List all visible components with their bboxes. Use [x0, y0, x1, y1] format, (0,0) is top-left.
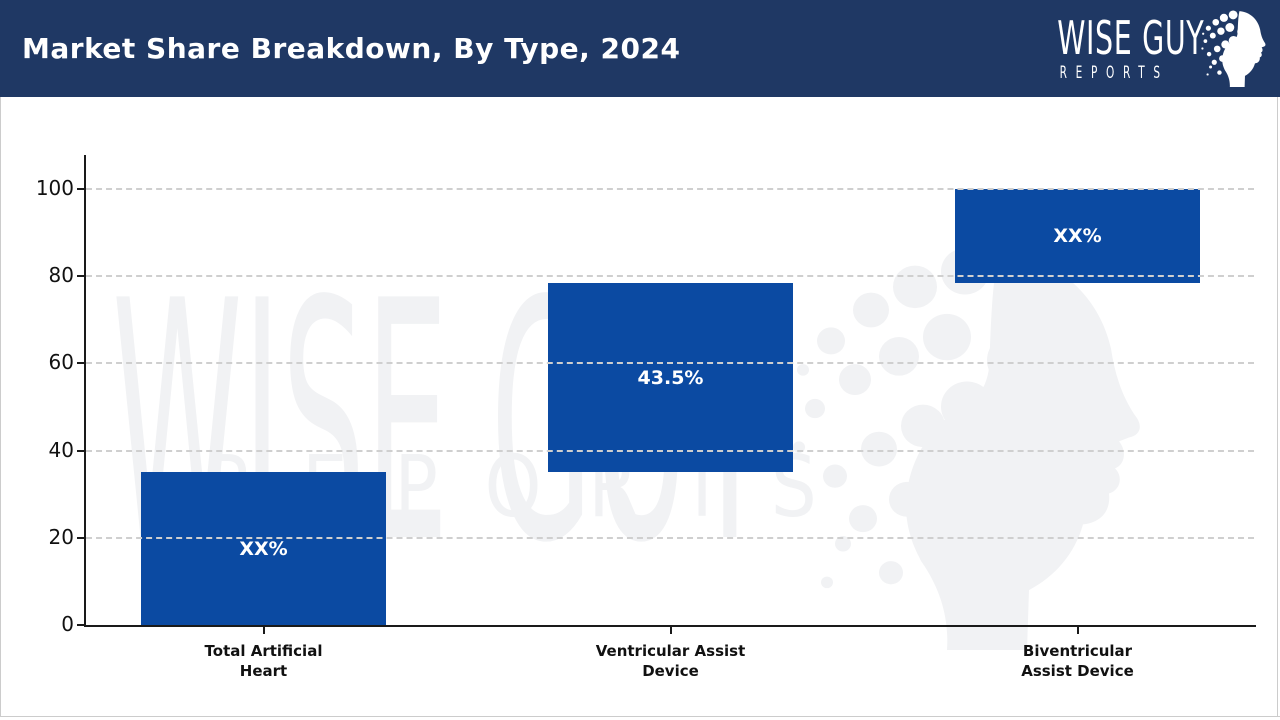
- y-tick-label: 80: [48, 263, 74, 288]
- bar-value-label: XX%: [239, 537, 288, 560]
- x-axis-line: [84, 625, 1256, 627]
- watermark-dotted-head-icon: [775, 225, 1175, 650]
- x-tick-label: Ventricular Assist Device: [595, 642, 746, 680]
- logo-wordmark: WISE GUY: [1056, 10, 1204, 65]
- y-tick-label: 40: [48, 437, 74, 462]
- y-tick-label: 20: [48, 524, 74, 549]
- page-border-right: [1277, 97, 1278, 717]
- page-border-left: [0, 97, 1, 717]
- x-tick-mark: [262, 627, 265, 634]
- y-tick-mark: [77, 624, 84, 626]
- y-axis-line: [84, 155, 86, 627]
- x-tick-label: Total Artificial Heart: [204, 642, 323, 680]
- gridline: [86, 449, 1254, 452]
- gridline: [86, 362, 1254, 365]
- y-tick-label: 0: [61, 612, 74, 636]
- y-tick-label: 60: [48, 350, 74, 375]
- chart-title: Market Share Breakdown, By Type, 2024: [22, 32, 681, 65]
- y-tick-mark: [77, 275, 84, 278]
- wiseguy-logo: WISE GUY REPORTS: [967, 4, 1272, 94]
- bar: [141, 472, 386, 625]
- y-tick-mark: [77, 362, 84, 365]
- bar: [955, 189, 1200, 283]
- bar-value-label: 43.5%: [637, 366, 704, 389]
- header-band: Market Share Breakdown, By Type, 2024 WI…: [0, 0, 1280, 97]
- gridline: [86, 188, 1254, 190]
- y-tick-label: 100: [35, 176, 74, 200]
- logo-text: WISE GUY REPORTS: [1057, 15, 1204, 83]
- bar: [548, 282, 793, 473]
- gridline: [86, 536, 1254, 539]
- y-tick-mark: [77, 536, 84, 539]
- bar-value-label: XX%: [1053, 224, 1102, 247]
- x-tick-label: Biventricular Assist Device: [1021, 642, 1134, 680]
- y-tick-mark: [77, 188, 84, 190]
- x-tick-mark: [1076, 627, 1079, 634]
- logo-dotted-head-icon: [1198, 6, 1272, 92]
- y-tick-mark: [77, 449, 84, 452]
- logo-reports-text: REPORTS: [1059, 62, 1169, 83]
- gridline: [86, 275, 1254, 278]
- x-tick-mark: [669, 627, 672, 634]
- page-border-bottom: [0, 716, 1280, 717]
